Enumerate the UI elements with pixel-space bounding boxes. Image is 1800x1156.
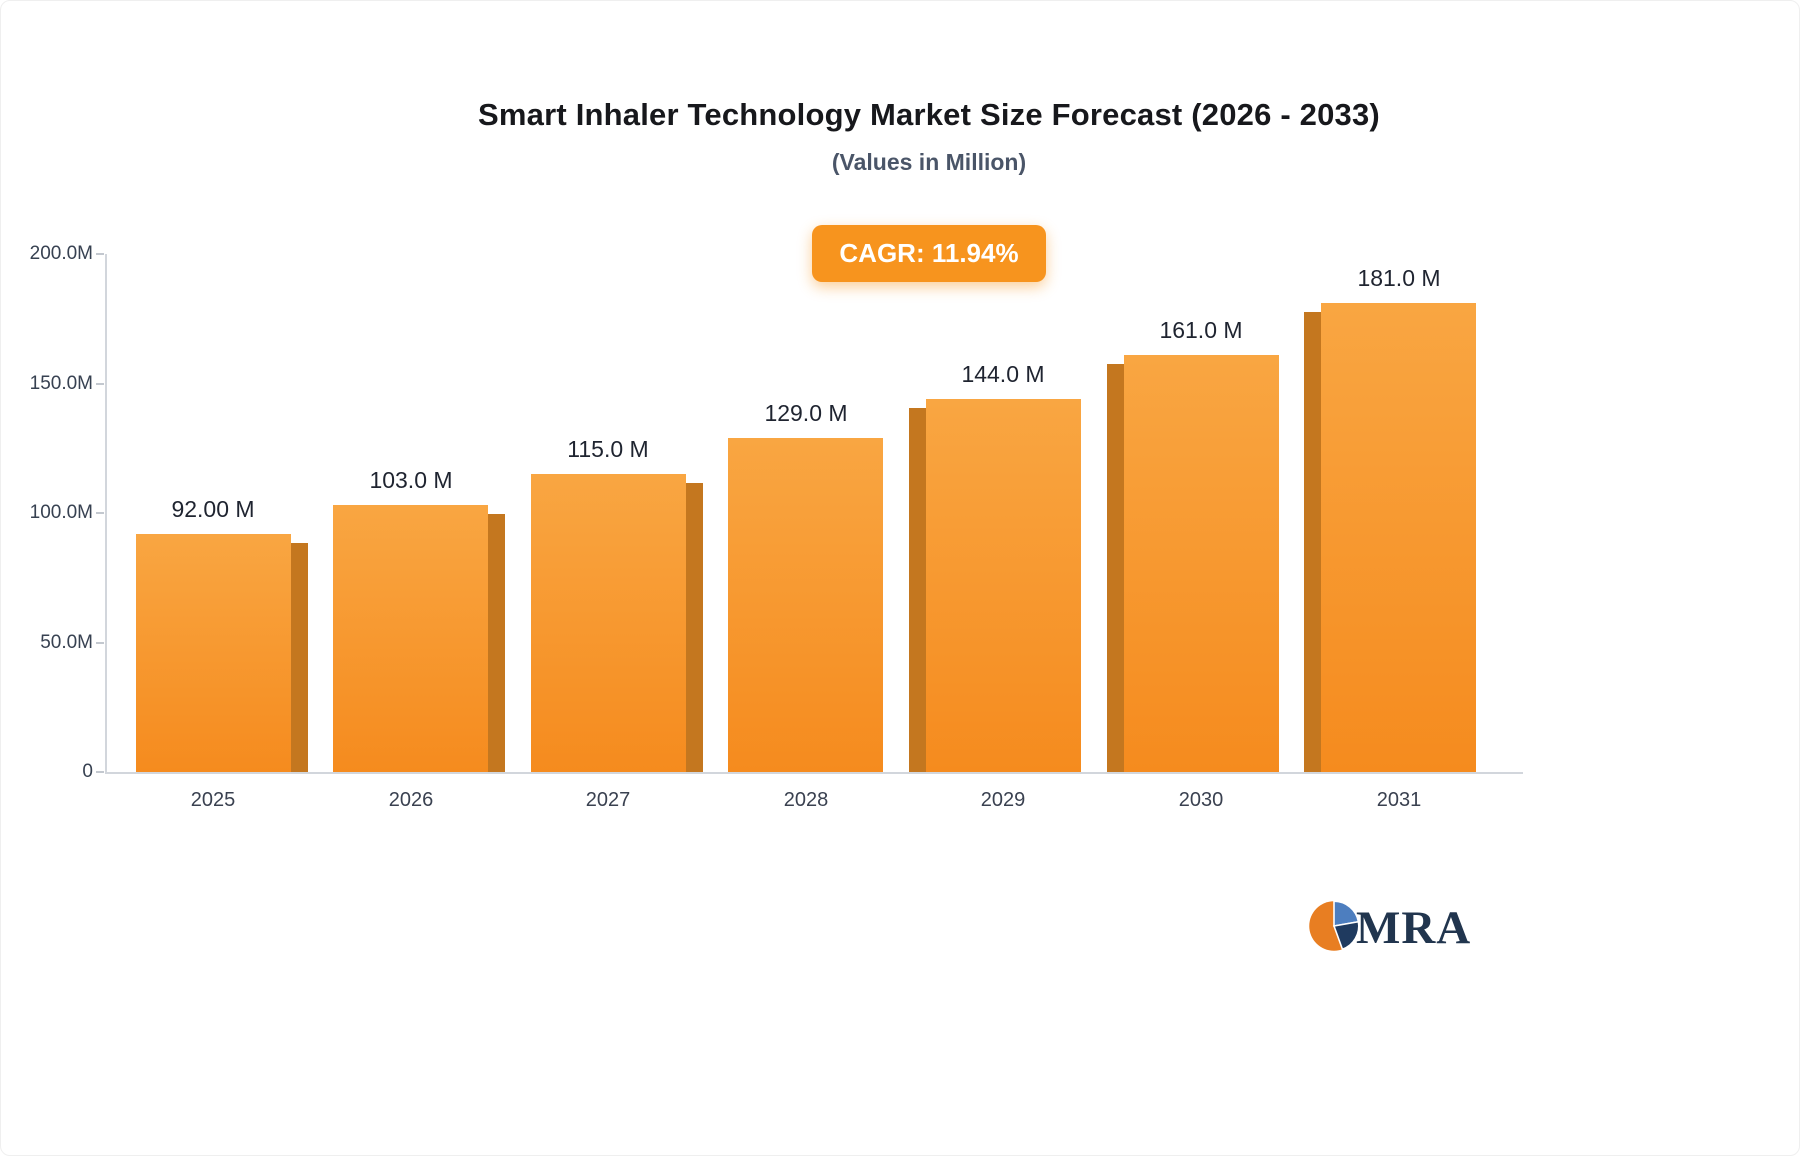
- bar: [728, 438, 883, 772]
- bar-value-label: 129.0 M: [764, 400, 848, 426]
- bar: [1321, 303, 1476, 772]
- bar-value-label: 103.0 M: [369, 467, 453, 493]
- bar: [136, 534, 291, 772]
- bar-value-label: 144.0 M: [961, 361, 1045, 387]
- bar-3d-side: [1304, 312, 1321, 772]
- cagr-badge-row: CAGR: 11.94%: [29, 225, 1800, 282]
- x-axis-category-label: 2027: [585, 789, 631, 811]
- bar-3d-side: [686, 483, 703, 772]
- bar: [1124, 355, 1279, 772]
- y-axis-tick-mark: [96, 383, 104, 385]
- y-axis-tick-label: 50.0M: [40, 632, 93, 653]
- x-axis-category-label: 2031: [1376, 789, 1422, 811]
- bar-value-label: 115.0 M: [567, 436, 649, 462]
- chart-subtitle: (Values in Million): [831, 149, 1027, 175]
- bar-value-label: 161.0 M: [1159, 317, 1243, 343]
- x-axis-category-label: 2028: [783, 789, 829, 811]
- chart-title: Smart Inhaler Technology Market Size For…: [478, 97, 1380, 132]
- y-axis-tick-mark: [96, 512, 104, 514]
- y-axis-tick-mark: [96, 771, 104, 773]
- bar: [333, 505, 488, 772]
- bar: [531, 474, 686, 772]
- y-axis-tick-mark: [96, 253, 104, 255]
- y-axis-tick-label: 200.0M: [29, 243, 93, 264]
- pie-logo-icon: [1307, 899, 1361, 958]
- bar-value-label: 181.0 M: [1357, 265, 1441, 291]
- x-axis-category-label: 2026: [388, 789, 434, 811]
- y-axis-tick-mark: [96, 642, 104, 644]
- bar-3d-side: [909, 408, 926, 772]
- brand-logo-text: MRA: [1356, 902, 1472, 954]
- x-axis-category-label: 2029: [980, 789, 1026, 811]
- x-axis-category-label: 2030: [1178, 789, 1224, 811]
- y-axis-tick-label: 100.0M: [29, 502, 93, 523]
- bar-value-label: 92.00 M: [171, 496, 255, 522]
- brand-logo: MRA: [1307, 899, 1471, 958]
- y-axis-tick-label: 150.0M: [29, 373, 93, 394]
- y-axis-line: [105, 254, 107, 772]
- bar-3d-side: [1107, 364, 1124, 772]
- x-axis-category-label: 2025: [190, 789, 236, 811]
- bar-3d-side: [488, 514, 505, 772]
- cagr-badge: CAGR: 11.94%: [812, 225, 1046, 282]
- x-axis-line: [105, 772, 1523, 774]
- y-axis-tick-label: 0: [82, 761, 93, 782]
- bar: [926, 399, 1081, 772]
- bar-3d-side: [291, 543, 308, 772]
